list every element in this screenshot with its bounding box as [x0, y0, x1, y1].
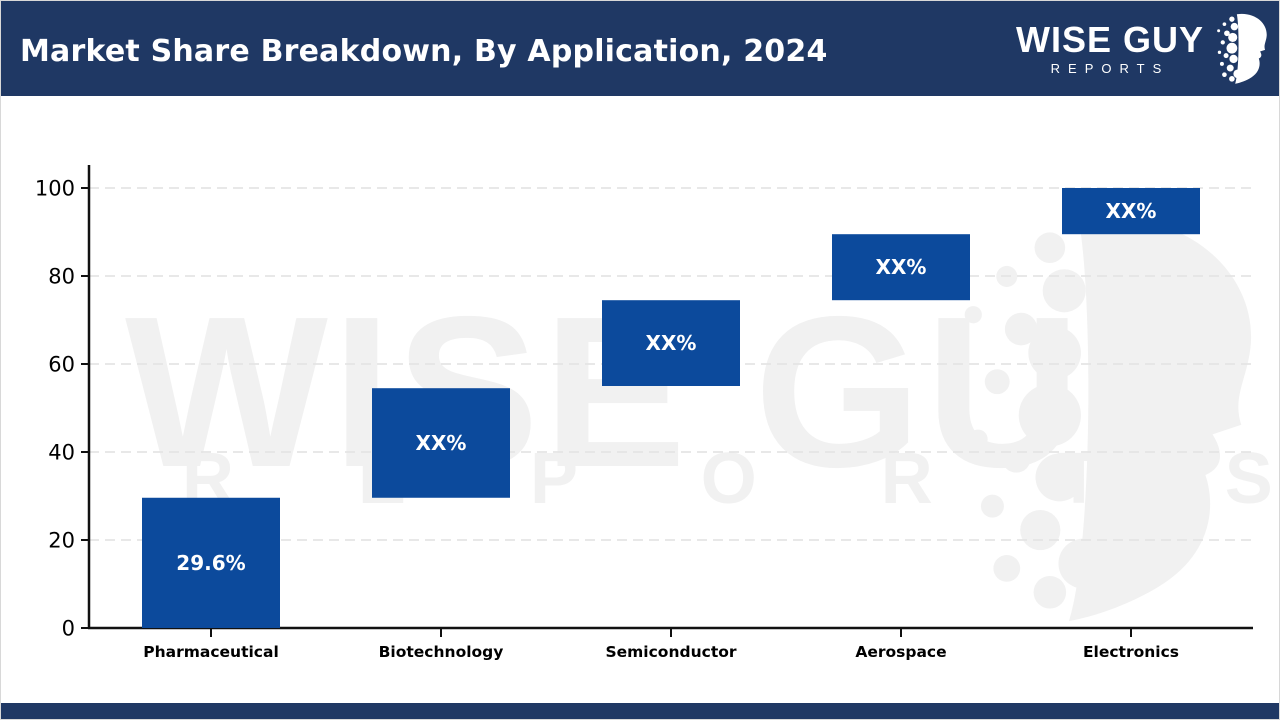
bar-label-pharmaceutical: 29.6%: [176, 551, 245, 575]
x-tick-label-pharmaceutical: Pharmaceutical: [143, 643, 279, 661]
logo-subtitle: REPORTS: [1050, 61, 1170, 76]
y-tick-label-80: 80: [48, 265, 75, 289]
x-tick-label-aerospace: Aerospace: [855, 643, 946, 661]
chart-title: Market Share Breakdown, By Application, …: [20, 34, 828, 69]
bar-label-biotechnology: XX%: [416, 431, 467, 455]
x-tick-label-biotechnology: Biotechnology: [379, 643, 504, 661]
bar-label-electronics: XX%: [1106, 199, 1157, 223]
wiseguy-logo-text: WISE GUY REPORTS: [1015, 19, 1204, 77]
y-tick-label-0: 0: [62, 617, 75, 641]
y-tick-label-40: 40: [48, 441, 75, 465]
wiseguy-face-icon: [1217, 13, 1267, 84]
bar-biotechnology: [372, 388, 510, 498]
bar-semiconductor: [602, 300, 740, 386]
bar-label-aerospace: XX%: [876, 255, 927, 279]
header-bar: Market Share Breakdown, By Application, …: [0, 0, 1280, 96]
footer-bar: [0, 703, 1280, 720]
bar-aerospace: [832, 234, 970, 301]
logo-wordmark: WISE GUY: [1015, 19, 1204, 60]
watermark-face-icon: [964, 217, 1252, 621]
x-tick-label-electronics: Electronics: [1083, 643, 1179, 661]
bar-pharmaceutical: [142, 497, 280, 628]
y-tick-label-20: 20: [48, 529, 75, 553]
wiseguy-logo: WISE GUY REPORTS: [1015, 8, 1267, 88]
bar-electronics: [1062, 188, 1200, 235]
x-tick-label-semiconductor: Semiconductor: [605, 643, 736, 661]
bar-label-semiconductor: XX%: [646, 331, 697, 355]
y-tick-label-60: 60: [48, 353, 75, 377]
y-tick-label-100: 100: [35, 177, 75, 201]
